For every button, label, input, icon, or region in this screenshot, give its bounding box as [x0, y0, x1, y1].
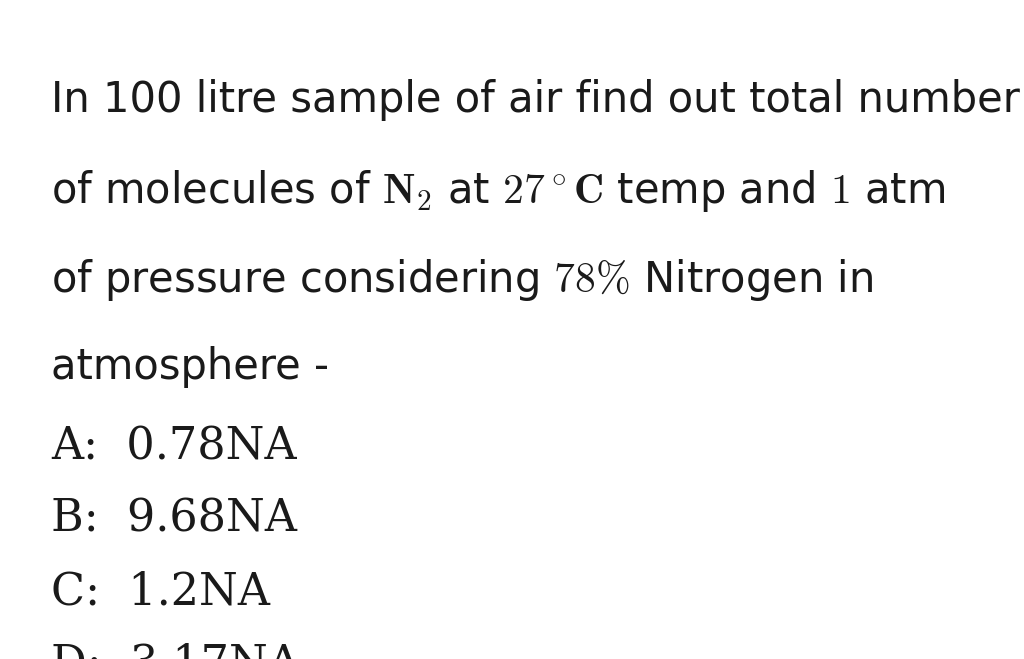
Text: atmosphere -: atmosphere -: [51, 346, 329, 388]
Text: of pressure considering $78\%$ Nitrogen in: of pressure considering $78\%$ Nitrogen …: [51, 257, 873, 303]
Text: C:  1.2NA: C: 1.2NA: [51, 570, 270, 614]
Text: A:  0.78NA: A: 0.78NA: [51, 425, 297, 469]
Text: D:  3.17NA: D: 3.17NA: [51, 643, 300, 659]
Text: of molecules of $\mathbf{N_2}$ at $27^\circ\mathbf{C}$ temp and $\mathbf{1}$ atm: of molecules of $\mathbf{N_2}$ at $27^\c…: [51, 168, 945, 214]
Text: B:  9.68NA: B: 9.68NA: [51, 498, 297, 541]
Text: In 100 litre sample of air find out total number: In 100 litre sample of air find out tota…: [51, 79, 1020, 121]
